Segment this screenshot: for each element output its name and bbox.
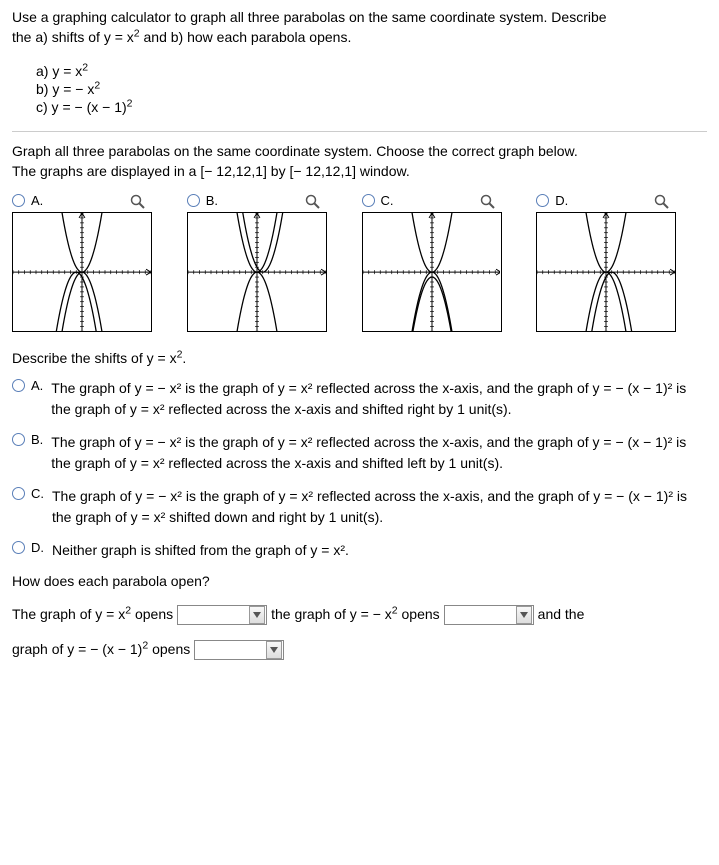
shift-text-b: The graph of y = − x² is the graph of y … [51,432,707,474]
opens-p1: The graph of y = x [12,606,125,622]
q2-line2: The graphs are displayed in a [− 12,12,1… [12,163,410,179]
radio-shift-b[interactable]: B. [12,432,43,447]
graph-label-a: A. [31,193,43,208]
shift-text-a: The graph of y = − x² is the graph of y … [51,378,707,420]
graph-c [362,212,502,332]
radio-icon [362,194,375,207]
chevron-down-icon [266,641,282,659]
chevron-down-icon [516,606,532,624]
question-2: Graph all three parabolas on the same co… [12,142,707,181]
radio-graph-b[interactable]: B. [187,193,358,208]
graph-a [12,212,152,332]
graph-d [536,212,676,332]
radio-graph-d[interactable]: D. [536,193,707,208]
instruction-line1: Use a graphing calculator to graph all t… [12,9,607,25]
radio-icon [12,487,25,500]
opens-p3: graph of y = − (x − 1) [12,641,142,657]
radio-graph-c[interactable]: C. [362,193,533,208]
chevron-down-icon [249,606,265,624]
instruction-line2-pre: the a) shifts of y = x [12,29,134,45]
shifts-q-pre: Describe the shifts of y = x [12,350,177,366]
radio-icon [12,379,25,392]
eq-b-sup: 2 [94,80,100,92]
shifts-q-post: . [182,350,186,366]
graph-label-d: D. [555,193,568,208]
opens-sentence: The graph of y = x2 opens the graph of y… [12,599,707,665]
zoom-icon[interactable] [480,194,496,210]
opens-p3-post: opens [148,641,190,657]
dropdown-field [445,606,515,624]
equation-list: a) y = x2 b) y = − x2 c) y = − (x − 1)2 [12,63,707,115]
shift-text-d: Neither graph is shifted from the graph … [52,540,349,561]
radio-shift-a[interactable]: A. [12,378,43,393]
opens-and-the: and the [538,599,585,630]
zoom-icon[interactable] [305,194,321,210]
zoom-icon[interactable] [130,194,146,210]
opens-p2: the graph of y = − x [271,606,392,622]
opens-question: How does each parabola open? [12,573,707,589]
instruction-block: Use a graphing calculator to graph all t… [12,8,707,47]
dropdown-opens-1[interactable] [177,605,267,625]
shift-label-c: C. [31,486,44,501]
dropdown-field [195,641,265,659]
shift-text-c: The graph of y = − x² is the graph of y … [52,486,707,528]
radio-graph-a[interactable]: A. [12,193,183,208]
eq-b: b) y = − x [36,81,94,97]
graph-label-b: B. [206,193,218,208]
dropdown-opens-2[interactable] [444,605,534,625]
shift-label-b: B. [31,432,43,447]
graph-choices-row: A. B. C. D. [12,193,707,332]
graph-b [187,212,327,332]
shift-label-a: A. [31,378,43,393]
radio-shift-c[interactable]: C. [12,486,44,501]
radio-icon [12,433,25,446]
radio-shift-d[interactable]: D. [12,540,44,555]
dropdown-field [178,606,248,624]
radio-icon [12,194,25,207]
eq-a-sup: 2 [82,62,88,74]
opens-p1-post: opens [131,606,173,622]
graph-label-c: C. [381,193,394,208]
q2-line1: Graph all three parabolas on the same co… [12,143,578,159]
eq-a: a) y = x [36,63,82,79]
opens-p2-post: opens [398,606,440,622]
dropdown-opens-3[interactable] [194,640,284,660]
radio-icon [12,541,25,554]
radio-icon [187,194,200,207]
instruction-line2-post: and b) how each parabola opens. [140,29,352,45]
zoom-icon[interactable] [654,194,670,210]
shifts-question: Describe the shifts of y = x2. [12,350,707,366]
eq-c: c) y = − (x − 1) [36,99,127,115]
divider [12,131,707,132]
eq-c-sup: 2 [127,98,133,110]
radio-icon [536,194,549,207]
shift-label-d: D. [31,540,44,555]
